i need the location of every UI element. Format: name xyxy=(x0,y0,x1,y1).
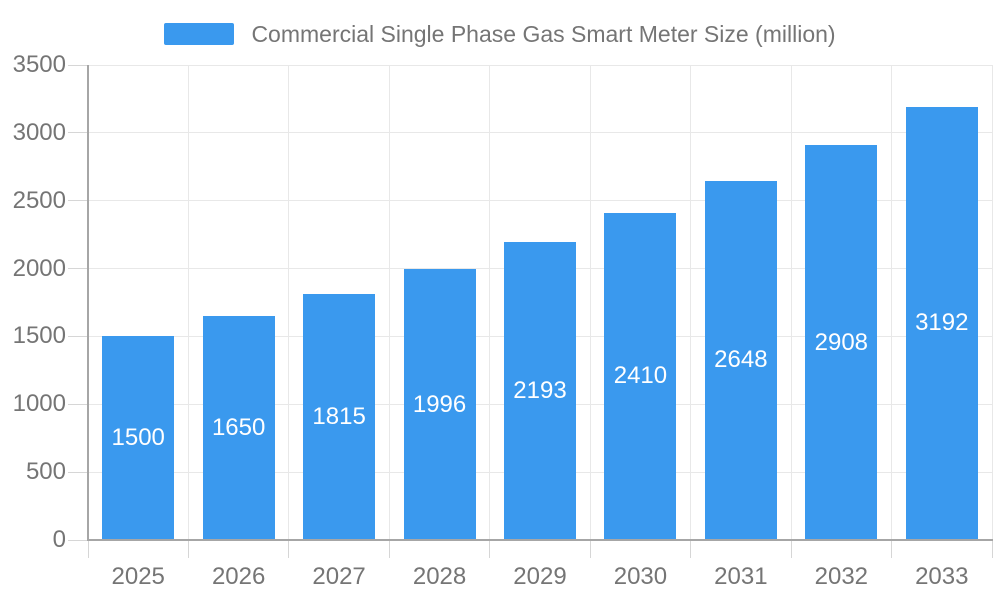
y-tick-label: 1000 xyxy=(12,390,66,418)
y-tick-label: 500 xyxy=(25,458,66,486)
x-tick-label: 2033 xyxy=(915,563,969,590)
y-tick-label: 3000 xyxy=(12,118,66,146)
x-tick-label: 2027 xyxy=(312,563,366,590)
gridline-v xyxy=(388,65,390,540)
x-tick xyxy=(187,540,189,558)
y-tick xyxy=(68,471,88,473)
bar xyxy=(805,145,878,540)
gridline-v xyxy=(288,65,290,540)
y-tick xyxy=(68,132,88,134)
y-tick xyxy=(68,200,88,202)
gridline-v xyxy=(489,65,491,540)
x-tick xyxy=(991,540,993,558)
x-tick xyxy=(790,540,792,558)
y-tick-label: 0 xyxy=(52,526,66,553)
x-tick xyxy=(690,540,692,558)
x-tick xyxy=(288,540,290,558)
bar xyxy=(303,293,376,540)
x-tick-label: 2032 xyxy=(814,563,869,590)
gridline-v xyxy=(891,65,893,540)
bar xyxy=(403,269,476,540)
gridline-v xyxy=(589,65,591,540)
x-tick-label: 2025 xyxy=(111,563,165,590)
gridline-v xyxy=(187,65,189,540)
y-tick xyxy=(68,64,88,66)
y-tick-label: 1500 xyxy=(12,322,66,350)
x-tick xyxy=(388,540,390,558)
bar xyxy=(102,336,175,540)
bar xyxy=(504,242,576,540)
y-tick-label: 2000 xyxy=(12,254,66,282)
x-tick-label: 2031 xyxy=(714,563,768,590)
x-tick xyxy=(589,540,591,558)
y-tick-label: 3500 xyxy=(12,51,66,78)
bar xyxy=(704,180,777,540)
gridline-v xyxy=(790,65,792,540)
x-tick xyxy=(489,540,491,558)
gridline-v xyxy=(991,65,993,540)
x-tick xyxy=(87,540,89,558)
x-tick xyxy=(891,540,893,558)
bar xyxy=(202,316,275,540)
legend-label: Commercial Single Phase Gas Smart Meter … xyxy=(251,21,836,47)
y-axis-line xyxy=(87,65,89,541)
gridline-v xyxy=(690,65,692,540)
gridline-h xyxy=(88,132,992,134)
bar xyxy=(604,212,677,540)
bar xyxy=(905,106,978,540)
y-tick xyxy=(68,403,88,405)
y-tick xyxy=(68,539,88,541)
x-tick-label: 2030 xyxy=(613,563,668,590)
x-tick-label: 2026 xyxy=(211,563,266,590)
x-tick-label: 2029 xyxy=(513,563,567,590)
gridline-h xyxy=(88,64,992,66)
gridline-h xyxy=(88,200,992,202)
y-tick xyxy=(68,268,88,270)
y-tick-label: 2500 xyxy=(12,186,66,214)
x-axis-line xyxy=(87,539,993,541)
x-tick-label: 2028 xyxy=(412,563,467,590)
legend-swatch xyxy=(164,23,235,45)
y-tick xyxy=(68,335,88,337)
legend-item[interactable]: Commercial Single Phase Gas Smart Meter … xyxy=(0,20,1000,48)
